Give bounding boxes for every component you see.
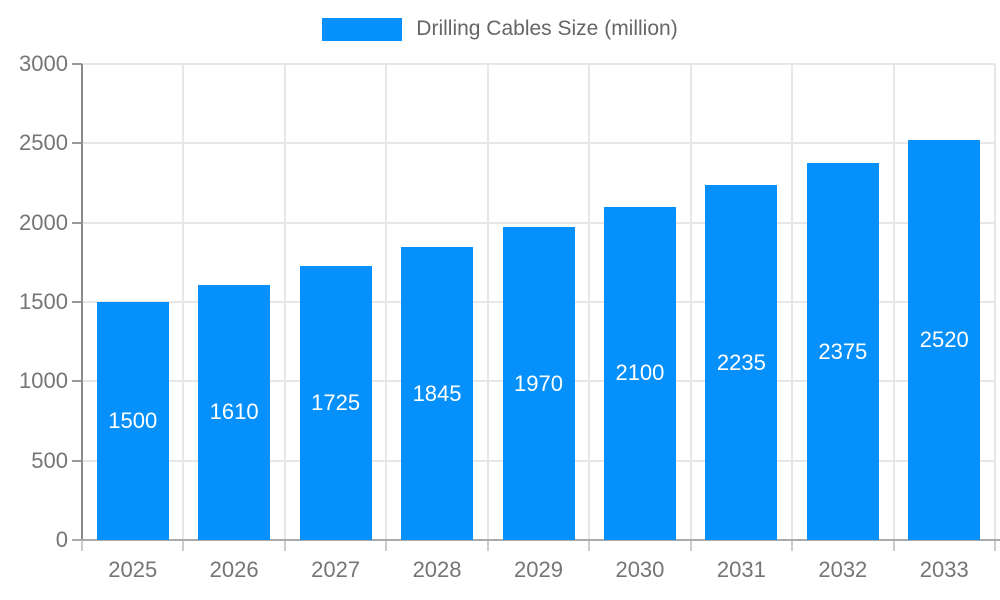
bar[interactable]: 1845 [401, 247, 474, 540]
bar[interactable]: 1610 [198, 284, 271, 540]
x-axis-tick [81, 541, 83, 551]
legend-swatch [322, 17, 403, 41]
y-axis-tick-label: 0 [55, 527, 68, 552]
y-axis-tick [72, 301, 82, 303]
x-axis-tick [486, 541, 489, 551]
bar-value-label: 1610 [209, 399, 259, 425]
v-gridline [283, 64, 286, 540]
bar[interactable]: 2375 [806, 163, 879, 540]
v-gridline [182, 64, 185, 540]
h-gridline [82, 142, 995, 145]
x-axis-tick [994, 541, 996, 551]
y-axis-tick-label: 1500 [19, 289, 68, 314]
x-axis-tick-label: 2028 [412, 557, 462, 582]
v-gridline [385, 64, 388, 540]
y-axis-tick [72, 142, 82, 145]
bar[interactable]: 1725 [299, 266, 372, 540]
bar[interactable]: 1970 [502, 227, 575, 540]
bar-value-label: 2520 [919, 327, 969, 353]
v-gridline [791, 64, 794, 540]
v-gridline [994, 64, 996, 540]
bar-value-label: 2235 [716, 349, 766, 375]
y-axis-tick-label: 1000 [19, 368, 68, 394]
v-gridline [892, 64, 895, 540]
h-gridline [82, 221, 995, 224]
x-axis-tick-label: 2030 [615, 557, 665, 582]
chart-legend[interactable]: Drilling Cables Size (million) [0, 17, 1000, 41]
h-gridline [82, 63, 995, 65]
bar[interactable]: 2100 [603, 206, 676, 540]
x-axis-line [72, 539, 1000, 541]
x-axis-tick-label: 2027 [311, 557, 361, 582]
x-axis-tick-label: 2031 [716, 557, 766, 582]
y-axis-tick-label: 3000 [19, 51, 68, 76]
bar-value-label: 2375 [818, 338, 868, 364]
x-axis-tick [283, 541, 286, 551]
x-axis-tick [892, 541, 895, 551]
y-axis-line [81, 64, 83, 540]
x-axis-tick-label: 2025 [108, 557, 158, 582]
bar[interactable]: 2520 [908, 140, 981, 540]
y-axis-tick-label: 2000 [19, 209, 68, 235]
y-axis-tick [72, 380, 82, 383]
v-gridline [588, 64, 591, 540]
v-gridline [689, 64, 692, 540]
x-axis-tick [689, 541, 692, 551]
bar-value-label: 2100 [615, 360, 665, 386]
legend-label: Drilling Cables Size (million) [416, 17, 678, 40]
v-gridline [486, 64, 489, 540]
x-axis-tick-label: 2033 [919, 557, 969, 582]
bar-value-label: 1845 [412, 380, 462, 406]
x-axis-tick [791, 541, 794, 551]
x-axis-tick-label: 2026 [209, 557, 259, 582]
bar-value-label: 1500 [108, 408, 158, 433]
bar-value-label: 1970 [514, 370, 563, 396]
y-axis-tick [72, 63, 82, 65]
x-axis-tick [385, 541, 388, 551]
y-axis-tick-label: 500 [31, 447, 68, 473]
y-axis-tick-label: 2500 [19, 130, 68, 156]
bar-value-label: 1725 [311, 390, 361, 416]
x-axis-tick-label: 2032 [818, 557, 868, 582]
bar[interactable]: 1500 [96, 302, 169, 540]
x-axis-tick [588, 541, 591, 551]
y-axis-tick [72, 221, 82, 224]
y-axis-tick [72, 459, 82, 462]
x-axis-tick-label: 2029 [514, 557, 563, 582]
bar[interactable]: 2235 [705, 185, 778, 540]
x-axis-tick [182, 541, 185, 551]
